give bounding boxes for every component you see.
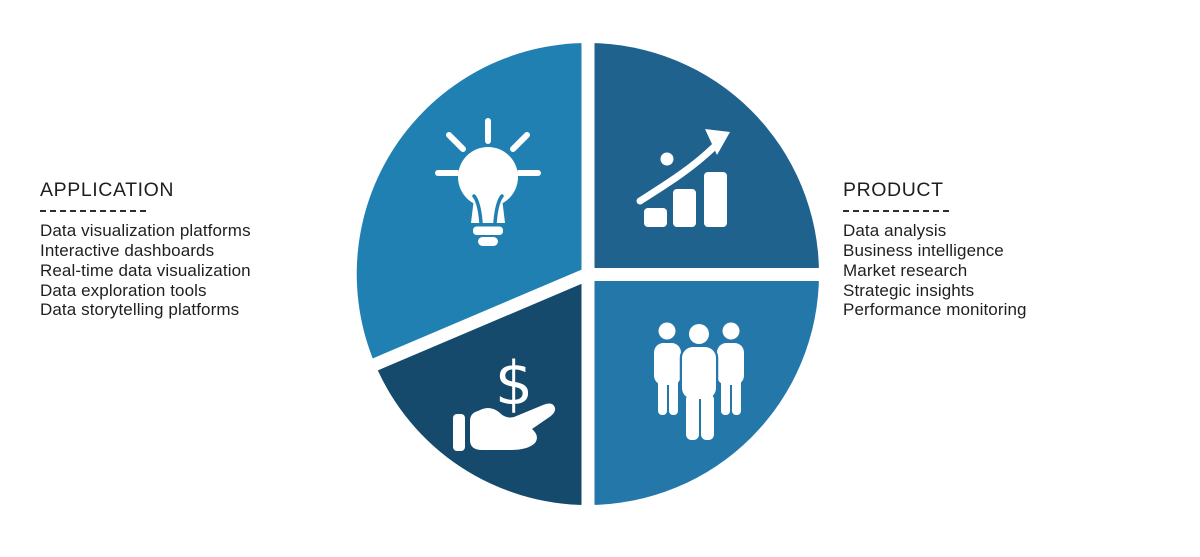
- trend-arrow-head: [705, 129, 730, 155]
- list-item: Data visualization platforms: [40, 221, 251, 241]
- lightbulb-rays: [435, 118, 541, 176]
- list-item: Real-time data visualization: [40, 260, 251, 280]
- trend-arrow-curve: [636, 143, 718, 205]
- heading-underline: [40, 210, 146, 213]
- product-panel: PRODUCT Data analysis Business intellige…: [843, 179, 1103, 320]
- person-right: [717, 322, 744, 415]
- person-center-fill: [682, 324, 716, 440]
- application-list: Data visualization platforms Interactive…: [40, 221, 320, 320]
- list-item: Data analysis: [843, 221, 947, 241]
- people-group-icon: [654, 321, 744, 443]
- dollar-glyph: $: [495, 349, 533, 419]
- application-heading: APPLICATION: [40, 179, 175, 201]
- heading-underline: [843, 210, 949, 213]
- person-left: [654, 322, 681, 415]
- hand-receiving-dollar-icon: $: [453, 349, 556, 451]
- sector-idea: [356, 42, 588, 365]
- list-item: Business intelligence: [843, 241, 1004, 261]
- list-item: Strategic insights: [843, 280, 975, 300]
- product-heading: PRODUCT: [843, 179, 944, 201]
- lightbulb-icon: [435, 118, 541, 246]
- application-panel: APPLICATION Data visualization platforms…: [40, 179, 320, 320]
- lightbulb-filament: [467, 194, 509, 226]
- hand-cuff: [453, 414, 465, 451]
- list-item: Market research: [843, 260, 968, 280]
- list-item: Performance monitoring: [843, 300, 1027, 320]
- product-list: Data analysis Business intelligence Mark…: [843, 221, 1103, 320]
- list-item: Data storytelling platforms: [40, 300, 240, 320]
- list-item: Interactive dashboards: [40, 241, 215, 261]
- sector-dividers: [365, 36, 827, 512]
- hand-palm: [470, 403, 556, 450]
- bar-chart-growth-icon: [636, 129, 730, 227]
- sector-investment: [375, 274, 588, 506]
- divider-diagonal: [365, 268, 591, 374]
- list-item: Data exploration tools: [40, 280, 207, 300]
